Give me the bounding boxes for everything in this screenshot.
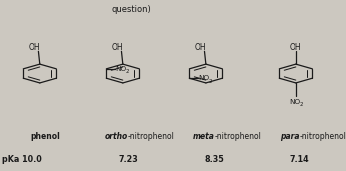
Text: pKa 10.0: pKa 10.0 [2,155,42,163]
Text: OH: OH [28,43,40,51]
Text: NO: NO [199,75,210,81]
Text: 8.35: 8.35 [204,155,225,163]
Text: 7.23: 7.23 [118,155,138,163]
Text: -nitrophenol: -nitrophenol [299,132,346,141]
Text: -nitrophenol: -nitrophenol [128,132,175,141]
Text: 2: 2 [299,102,303,107]
Text: meta: meta [193,132,215,141]
Text: OH: OH [290,43,302,51]
Text: -nitrophenol: -nitrophenol [215,132,261,141]
Text: 2: 2 [208,79,212,84]
Text: NO: NO [116,66,127,72]
Text: phenol: phenol [30,132,60,141]
Text: NO: NO [290,99,301,105]
Text: ortho: ortho [105,132,128,141]
Text: OH: OH [194,43,206,51]
Text: para: para [280,132,299,141]
Text: 7.14: 7.14 [290,155,309,163]
Text: 2: 2 [125,69,129,74]
Text: question): question) [112,5,151,14]
Text: OH: OH [111,43,123,51]
